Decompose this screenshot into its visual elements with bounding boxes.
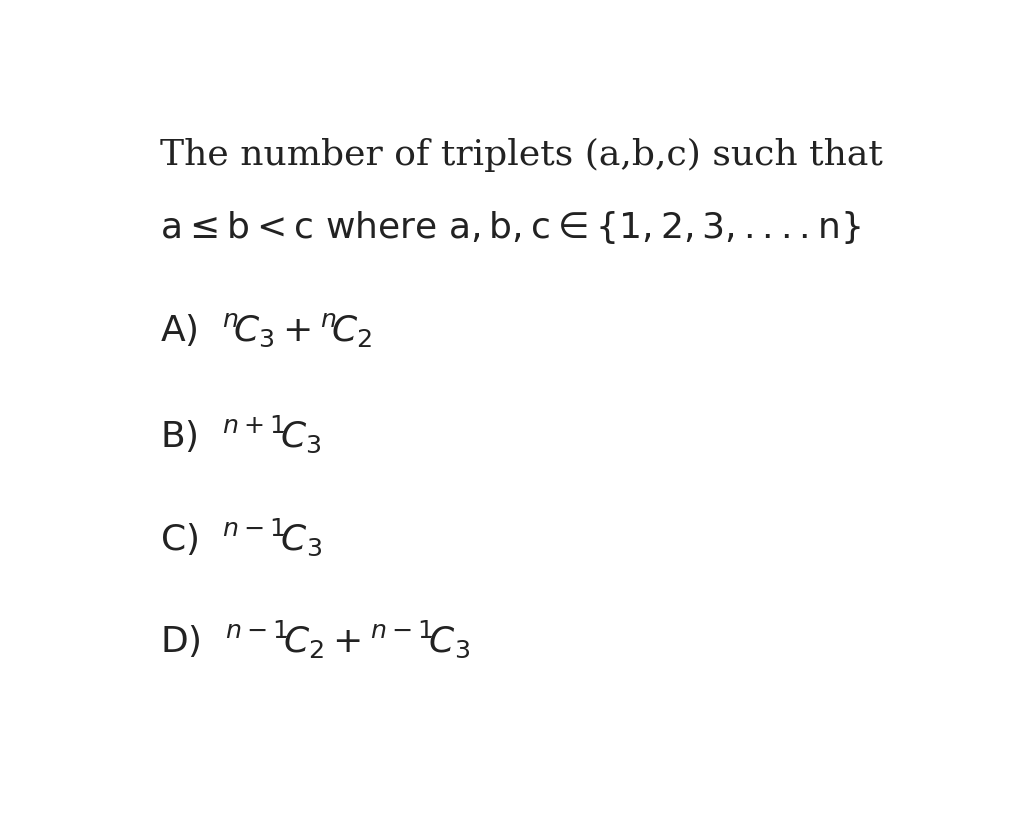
- Text: A)  ${}^{n}\!C_{3} + {}^{n}\!C_{2}$: A) ${}^{n}\!C_{3} + {}^{n}\!C_{2}$: [160, 311, 372, 349]
- Text: $\mathrm{a \leq b < c}$ where $\mathrm{a, b, c \in \{1, 2, 3, ....n\}}$: $\mathrm{a \leq b < c}$ where $\mathrm{a…: [160, 209, 860, 245]
- Text: D)  ${}^{n-1}\!C_{2} + {}^{n-1}\!C_{3}$: D) ${}^{n-1}\!C_{2} + {}^{n-1}\!C_{3}$: [160, 619, 470, 661]
- Text: B)  ${}^{n+1}\!C_{3}$: B) ${}^{n+1}\!C_{3}$: [160, 414, 322, 455]
- Text: The number of triplets (a,b,c) such that: The number of triplets (a,b,c) such that: [160, 138, 883, 172]
- Text: C)  ${}^{n-1}\!C_{3}$: C) ${}^{n-1}\!C_{3}$: [160, 516, 322, 557]
